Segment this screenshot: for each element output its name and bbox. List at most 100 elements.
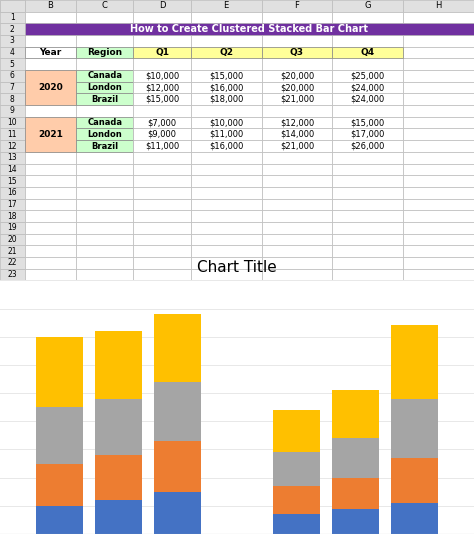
- Text: Q3: Q3: [290, 48, 304, 57]
- Bar: [95, 331, 142, 399]
- Bar: [191, 93, 262, 105]
- Text: Brazil: Brazil: [91, 95, 118, 104]
- Bar: [134, 82, 191, 93]
- Bar: [332, 163, 403, 175]
- Bar: [262, 117, 332, 129]
- Text: $20,000: $20,000: [280, 72, 314, 81]
- Bar: [273, 410, 320, 452]
- Bar: [134, 129, 191, 140]
- Bar: [332, 129, 403, 140]
- Bar: [262, 234, 332, 245]
- Bar: [25, 47, 76, 58]
- Bar: [403, 210, 474, 222]
- Text: 20: 20: [8, 235, 17, 244]
- Text: $15,000: $15,000: [209, 72, 243, 81]
- Text: G: G: [365, 2, 371, 10]
- Bar: [25, 0, 76, 12]
- Bar: [76, 140, 134, 152]
- Bar: [191, 245, 262, 257]
- Bar: [191, 105, 262, 117]
- Bar: [191, 58, 262, 70]
- Bar: [25, 105, 76, 117]
- Bar: [134, 117, 191, 129]
- Text: London: London: [88, 83, 122, 92]
- Bar: [76, 82, 134, 93]
- Bar: [332, 222, 403, 234]
- Text: London: London: [88, 130, 122, 139]
- Bar: [76, 35, 134, 47]
- Bar: [0, 187, 25, 199]
- Bar: [403, 245, 474, 257]
- Bar: [191, 140, 262, 152]
- Bar: [25, 47, 76, 58]
- Bar: [0, 117, 25, 129]
- Bar: [0, 222, 25, 234]
- Bar: [134, 70, 191, 82]
- Bar: [76, 70, 134, 82]
- Bar: [332, 70, 403, 82]
- Bar: [0, 82, 25, 93]
- Bar: [76, 257, 134, 269]
- Bar: [262, 105, 332, 117]
- Bar: [134, 0, 191, 12]
- Bar: [403, 199, 474, 210]
- Bar: [191, 257, 262, 269]
- Bar: [25, 187, 76, 199]
- Bar: [134, 35, 191, 47]
- Bar: [332, 117, 403, 129]
- Bar: [332, 175, 403, 187]
- Bar: [25, 70, 76, 105]
- Text: $14,000: $14,000: [280, 130, 314, 139]
- Bar: [76, 12, 134, 23]
- Text: 18: 18: [8, 211, 17, 221]
- Bar: [332, 58, 403, 70]
- Bar: [191, 23, 262, 35]
- Bar: [191, 175, 262, 187]
- Text: E: E: [223, 2, 229, 10]
- Text: D: D: [159, 2, 165, 10]
- Bar: [134, 47, 191, 58]
- Bar: [403, 234, 474, 245]
- Bar: [95, 455, 142, 500]
- Bar: [403, 257, 474, 269]
- Bar: [403, 58, 474, 70]
- Bar: [191, 93, 262, 105]
- Bar: [76, 199, 134, 210]
- Text: F: F: [294, 2, 300, 10]
- Bar: [403, 93, 474, 105]
- Text: 13: 13: [8, 153, 17, 162]
- Bar: [134, 234, 191, 245]
- Text: $7,000: $7,000: [147, 118, 177, 127]
- Text: $9,000: $9,000: [147, 130, 177, 139]
- Bar: [76, 117, 134, 129]
- Bar: [76, 23, 134, 35]
- Bar: [0, 234, 25, 245]
- Text: $20,000: $20,000: [280, 83, 314, 92]
- Bar: [403, 82, 474, 93]
- Bar: [191, 187, 262, 199]
- Bar: [0, 163, 25, 175]
- Bar: [332, 438, 379, 477]
- Bar: [403, 35, 474, 47]
- Text: 16: 16: [8, 189, 17, 197]
- Bar: [262, 47, 332, 58]
- Bar: [262, 222, 332, 234]
- Bar: [403, 140, 474, 152]
- Bar: [76, 82, 134, 93]
- Bar: [191, 129, 262, 140]
- Bar: [403, 152, 474, 163]
- Bar: [134, 187, 191, 199]
- Bar: [76, 93, 134, 105]
- Bar: [0, 152, 25, 163]
- Bar: [391, 458, 438, 503]
- Bar: [332, 210, 403, 222]
- Text: 2: 2: [10, 25, 15, 34]
- Bar: [403, 0, 474, 12]
- Text: 21: 21: [8, 247, 17, 256]
- Text: 8: 8: [10, 95, 15, 104]
- Text: $21,000: $21,000: [280, 95, 314, 104]
- Bar: [262, 93, 332, 105]
- Bar: [0, 257, 25, 269]
- Bar: [332, 187, 403, 199]
- Bar: [0, 129, 25, 140]
